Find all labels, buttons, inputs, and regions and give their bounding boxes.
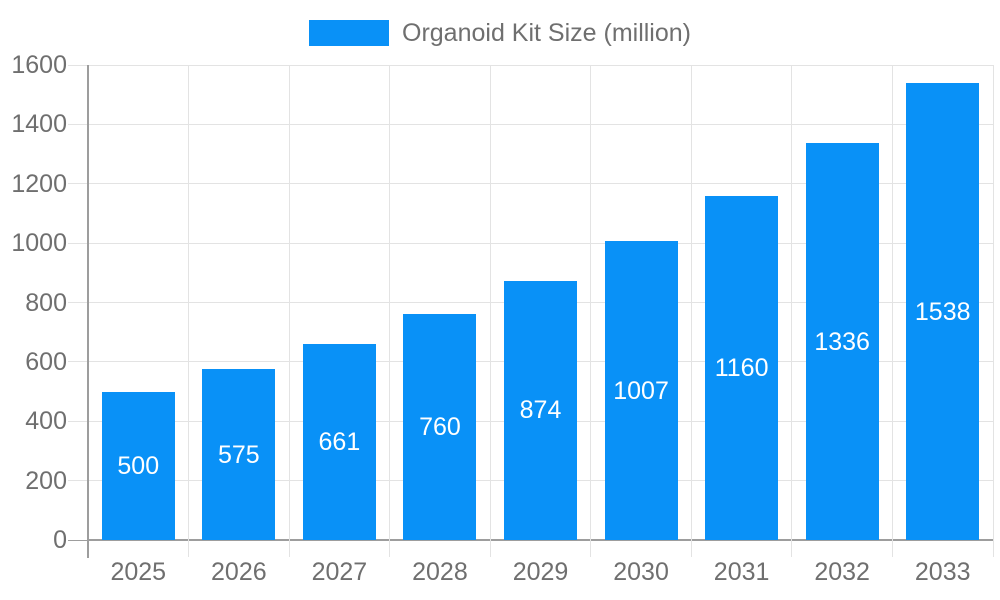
- x-tick-label: 2032: [814, 558, 870, 586]
- x-tick: [590, 540, 592, 557]
- bar-2031[interactable]: 1160: [705, 195, 779, 540]
- h-gridline: [88, 123, 993, 125]
- bar-value-label: 500: [117, 451, 160, 480]
- y-tick: [68, 302, 88, 303]
- x-axis-line: [87, 539, 993, 541]
- bar-2030[interactable]: 1007: [604, 241, 678, 540]
- v-gridline: [389, 65, 391, 540]
- bar-2032[interactable]: 1336: [805, 143, 879, 540]
- h-gridline: [88, 242, 993, 244]
- bar-2028[interactable]: 760: [403, 314, 477, 540]
- x-tick: [791, 540, 793, 557]
- y-tick: [68, 361, 88, 363]
- x-tick: [288, 540, 290, 557]
- y-tick-label: 400: [25, 407, 67, 436]
- v-gridline: [489, 65, 491, 540]
- legend-swatch: [309, 20, 389, 46]
- y-tick-label: 1200: [11, 169, 67, 198]
- x-tick: [188, 540, 190, 557]
- y-tick-label: 1000: [11, 229, 67, 258]
- v-gridline: [891, 65, 893, 540]
- h-gridline: [88, 64, 993, 66]
- bar-value-label: 1538: [914, 297, 971, 326]
- x-tick-label: 2028: [412, 558, 468, 586]
- x-tick: [690, 540, 692, 557]
- bar-value-label: 760: [419, 413, 461, 442]
- v-gridline: [690, 65, 692, 540]
- x-tick-label: 2033: [914, 558, 971, 586]
- legend-item[interactable]: Organoid Kit Size (million): [0, 19, 1000, 47]
- bar-2026[interactable]: 575: [202, 369, 276, 540]
- y-tick: [68, 183, 88, 185]
- bar-value-label: 1336: [814, 327, 870, 356]
- legend-label: Organoid Kit Size (million): [402, 19, 691, 47]
- bar-2029[interactable]: 874: [504, 280, 577, 540]
- bar-2027[interactable]: 661: [302, 343, 376, 540]
- y-tick-label: 200: [25, 466, 67, 495]
- y-tick-label: 1400: [11, 110, 67, 139]
- y-tick: [68, 420, 88, 422]
- v-gridline: [590, 65, 592, 540]
- x-tick: [992, 540, 994, 557]
- bar-value-label: 874: [519, 396, 562, 425]
- v-gridline: [188, 65, 190, 540]
- x-tick-label: 2031: [713, 558, 770, 586]
- y-tick: [68, 480, 88, 482]
- v-gridline: [992, 65, 994, 540]
- bar-2033[interactable]: 1538: [906, 83, 980, 540]
- x-tick-label: 2030: [613, 558, 669, 586]
- v-gridline: [791, 65, 793, 540]
- x-tick-label: 2029: [512, 558, 569, 586]
- x-tick-label: 2026: [211, 558, 267, 586]
- y-tick: [68, 539, 88, 541]
- y-tick-label: 0: [53, 526, 67, 554]
- y-tick: [68, 64, 88, 66]
- x-tick: [489, 540, 491, 557]
- x-tick: [891, 540, 893, 557]
- x-tick: [389, 540, 391, 557]
- bar-value-label: 575: [217, 440, 260, 469]
- y-tick-label: 600: [25, 347, 67, 376]
- y-tick: [68, 242, 88, 244]
- y-tick: [68, 123, 88, 125]
- bar-value-label: 1160: [714, 353, 769, 382]
- y-tick-label: 1600: [11, 51, 67, 79]
- h-gridline: [88, 183, 993, 185]
- y-tick-label: 800: [25, 288, 67, 317]
- y-axis-line: [87, 65, 89, 558]
- bar-2025[interactable]: 500: [101, 391, 175, 540]
- bar-value-label: 1007: [613, 376, 669, 405]
- v-gridline: [288, 65, 290, 540]
- x-tick-label: 2025: [110, 558, 167, 586]
- bar-value-label: 661: [318, 427, 361, 456]
- x-tick-label: 2027: [311, 558, 368, 586]
